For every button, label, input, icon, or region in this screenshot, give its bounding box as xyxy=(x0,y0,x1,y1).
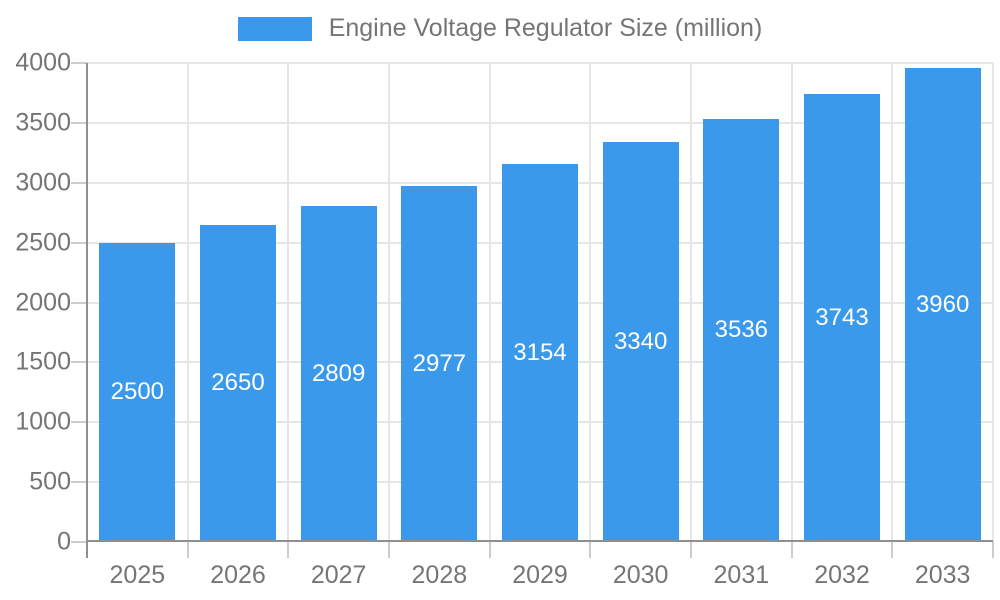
x-axis-label: 2026 xyxy=(210,561,266,589)
x-axis-line xyxy=(87,540,993,542)
y-tick-mark xyxy=(71,241,87,244)
bar-2028[interactable]: 2977 xyxy=(401,185,478,542)
x-gridline xyxy=(992,63,994,542)
y-tick-mark xyxy=(71,121,87,124)
x-tick-mark xyxy=(488,542,491,558)
x-gridline xyxy=(790,63,793,542)
bar-value-label: 2650 xyxy=(211,369,265,397)
x-axis-label: 2033 xyxy=(914,561,971,589)
x-axis-label: 2025 xyxy=(109,561,166,589)
bar-value-label: 3743 xyxy=(815,303,869,331)
bar-value-label: 3340 xyxy=(613,328,668,356)
legend-label[interactable]: Engine Voltage Regulator Size (million) xyxy=(328,14,763,42)
y-axis-label: 500 xyxy=(29,467,71,496)
bar-2026[interactable]: 2650 xyxy=(200,224,276,542)
x-axis-label: 2031 xyxy=(713,561,770,589)
bar-2032[interactable]: 3743 xyxy=(804,93,880,542)
bar-value-label: 2809 xyxy=(311,359,366,387)
y-axis-label: 2500 xyxy=(15,228,71,257)
plot-area: 2500 2650 2809 2977 3154 3340 3536 3743 3960 xyxy=(87,62,994,542)
y-axis-label: 3000 xyxy=(15,168,71,197)
x-tick-mark xyxy=(186,542,189,558)
x-tick-mark xyxy=(388,542,390,558)
bar-value-label: 3960 xyxy=(915,290,970,318)
legend-swatch-icon[interactable] xyxy=(237,16,312,41)
bar-value-label: 2500 xyxy=(110,378,165,406)
bar-2029[interactable]: 3154 xyxy=(502,164,578,542)
y-axis-label: 2000 xyxy=(15,288,71,316)
x-gridline xyxy=(690,63,692,542)
x-gridline xyxy=(287,63,290,542)
y-axis-line xyxy=(86,63,88,558)
y-tick-mark xyxy=(71,541,87,543)
x-axis-label: 2029 xyxy=(512,561,568,589)
x-axis-label: 2028 xyxy=(411,561,468,589)
bar-value-label: 3154 xyxy=(513,339,567,367)
x-axis-label: 2032 xyxy=(814,561,870,589)
bar-2031[interactable]: 3536 xyxy=(703,118,780,542)
y-tick-mark xyxy=(71,62,87,64)
x-gridline xyxy=(488,63,491,542)
y-axis-label: 1500 xyxy=(15,347,71,376)
x-tick-mark xyxy=(287,542,290,558)
x-axis-label: 2027 xyxy=(310,561,367,589)
y-tick-mark xyxy=(71,421,87,424)
x-tick-mark xyxy=(992,542,994,558)
bar-value-label: 2977 xyxy=(412,349,467,377)
x-gridline xyxy=(589,63,592,542)
y-tick-mark xyxy=(71,301,87,304)
y-axis-label: 1000 xyxy=(15,407,71,436)
x-tick-mark xyxy=(589,542,592,558)
y-axis-label: 4000 xyxy=(15,48,71,77)
y-gridline xyxy=(87,62,993,64)
y-axis-label: 3500 xyxy=(15,108,71,137)
x-tick-mark xyxy=(891,542,894,558)
bar-2033[interactable]: 3960 xyxy=(904,67,981,542)
y-gridline xyxy=(87,121,993,124)
bar-value-label: 3536 xyxy=(714,316,769,344)
x-tick-mark xyxy=(790,542,793,558)
x-gridline xyxy=(186,63,189,542)
x-gridline xyxy=(891,63,894,542)
x-gridline xyxy=(388,63,390,542)
bar-2025[interactable]: 2500 xyxy=(99,242,176,542)
y-axis-label: 0 xyxy=(57,527,71,556)
y-tick-mark xyxy=(71,481,87,484)
bar-2027[interactable]: 2809 xyxy=(300,205,377,542)
bar-2030[interactable]: 3340 xyxy=(602,142,679,542)
legend[interactable]: Engine Voltage Regulator Size (million) xyxy=(0,14,1000,43)
x-tick-mark xyxy=(690,542,692,558)
y-tick-mark xyxy=(71,361,87,364)
x-axis-label: 2030 xyxy=(612,561,669,589)
y-tick-mark xyxy=(71,181,87,184)
